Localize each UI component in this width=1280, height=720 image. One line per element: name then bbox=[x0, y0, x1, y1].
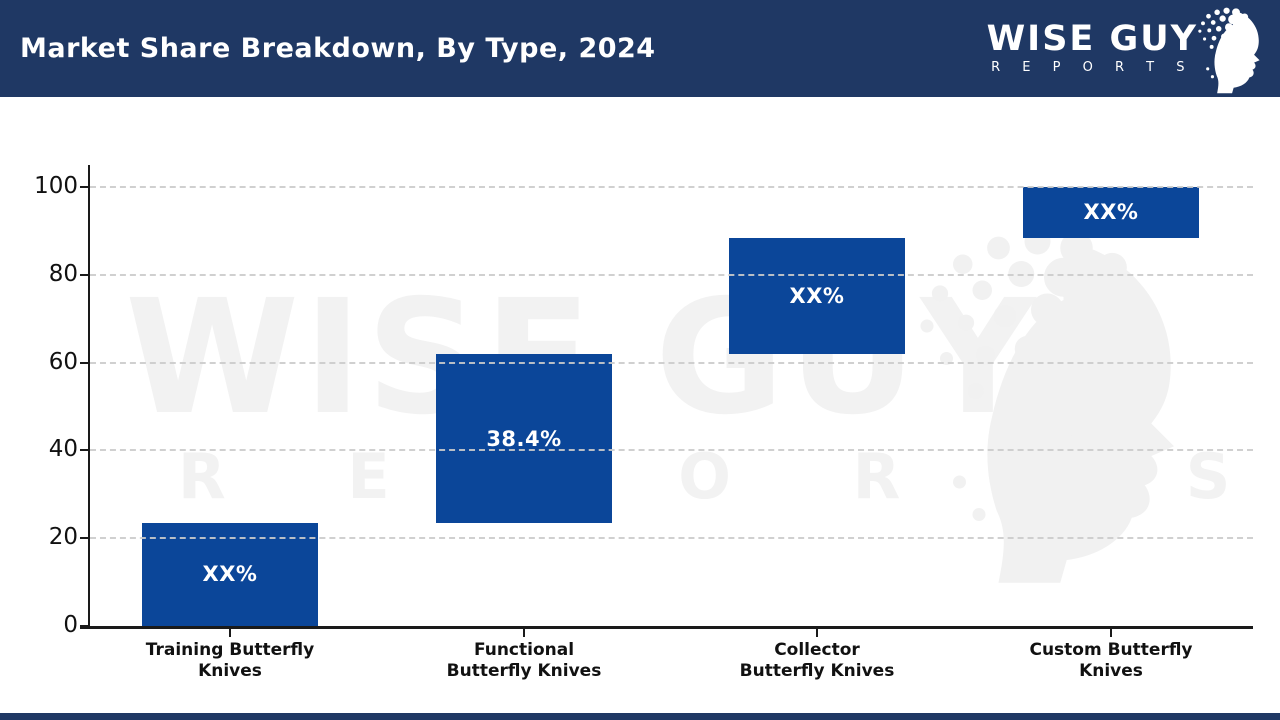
x-axis-tick bbox=[229, 629, 231, 637]
y-axis-tick bbox=[80, 537, 88, 540]
y-tick-label: 100 bbox=[34, 173, 78, 199]
x-axis-line bbox=[80, 626, 1253, 629]
category-label-line: Functional bbox=[473, 640, 575, 660]
y-axis-tick bbox=[80, 186, 88, 188]
gridline bbox=[90, 537, 1253, 540]
gridline bbox=[90, 449, 1253, 452]
bar-2: 38.4% bbox=[436, 354, 612, 523]
logo-subtitle: R E P O R T S bbox=[991, 60, 1194, 75]
y-tick-label: 80 bbox=[48, 260, 78, 287]
bar-1: XX% bbox=[142, 522, 318, 626]
category-label-line: Butterfly Knives bbox=[739, 661, 895, 681]
y-tick-label: 0 bbox=[63, 612, 78, 638]
bar-value-label: 38.4% bbox=[486, 426, 562, 451]
wise-guy-reports-logo: WISE GUY R E P O R T S bbox=[987, 4, 1268, 94]
gridline bbox=[90, 186, 1253, 188]
x-axis-tick bbox=[816, 629, 818, 637]
bar-value-label: XX% bbox=[1083, 200, 1139, 225]
category-label-line: Custom Butterfly bbox=[1029, 640, 1193, 660]
bar-value-label: XX% bbox=[202, 562, 258, 587]
footer-bar bbox=[0, 713, 1280, 720]
y-axis-tick bbox=[80, 273, 88, 276]
x-axis-tick bbox=[1110, 629, 1112, 637]
header-bar: Market Share Breakdown, By Type, 2024 WI… bbox=[0, 0, 1280, 97]
bar-value-label: XX% bbox=[789, 284, 845, 309]
watermark-head-icon bbox=[866, 222, 1196, 586]
category-label-line: Knives bbox=[198, 661, 262, 681]
gridline bbox=[90, 361, 1253, 364]
category-label-line: Collector bbox=[774, 640, 860, 660]
dotted-head-profile-icon bbox=[1182, 6, 1268, 94]
category-label-line: Butterfly Knives bbox=[446, 661, 602, 681]
logo-name: WISE GUY bbox=[986, 19, 1198, 59]
category-label-line: Training Butterfly bbox=[145, 640, 315, 660]
category-label: Custom Butterfly Knives bbox=[961, 640, 1261, 682]
y-tick-label: 40 bbox=[48, 436, 78, 463]
bar-4: XX% bbox=[1023, 187, 1199, 238]
y-tick-label: 20 bbox=[48, 524, 78, 551]
y-tick-label: 60 bbox=[48, 348, 78, 375]
x-axis-tick bbox=[523, 629, 525, 637]
logo-text: WISE GUY R E P O R T S bbox=[987, 20, 1198, 77]
y-axis-tick bbox=[80, 449, 88, 452]
gridline bbox=[90, 273, 1253, 276]
category-label: Training Butterfly Knives bbox=[80, 640, 380, 682]
chart-title: Market Share Breakdown, By Type, 2024 bbox=[20, 33, 656, 64]
category-label: Functional Butterfly Knives bbox=[374, 640, 674, 682]
y-axis-line bbox=[88, 165, 90, 629]
bar-3: XX% bbox=[729, 237, 905, 355]
category-label-line: Knives bbox=[1079, 661, 1143, 681]
category-label: Collector Butterfly Knives bbox=[667, 640, 967, 682]
y-axis-tick bbox=[80, 361, 88, 364]
